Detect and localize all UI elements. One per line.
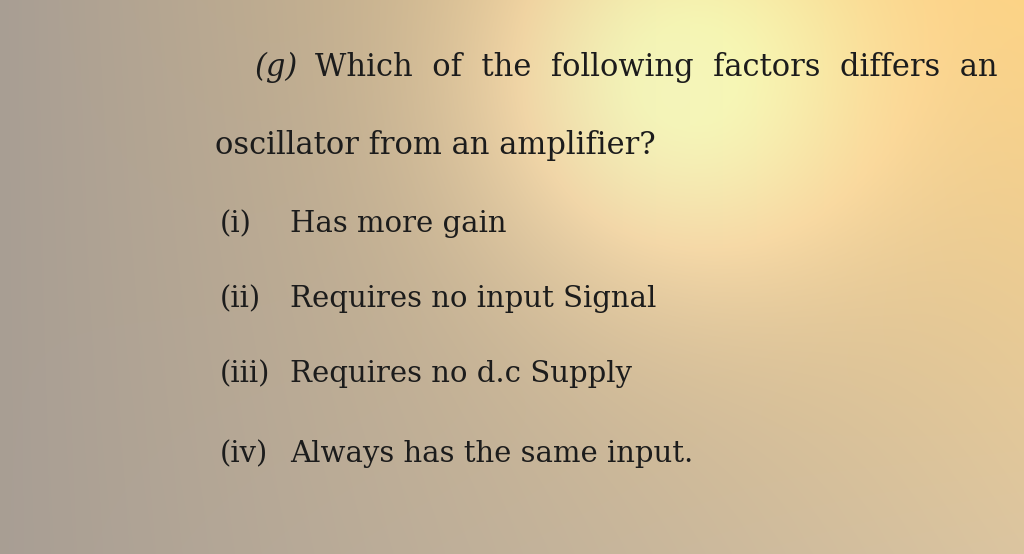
Text: Has more gain: Has more gain bbox=[290, 210, 507, 238]
Text: Which  of  the  following  factors  differs  an: Which of the following factors differs a… bbox=[315, 52, 997, 83]
Text: Requires no input Signal: Requires no input Signal bbox=[290, 285, 656, 313]
Text: Always has the same input.: Always has the same input. bbox=[290, 440, 693, 468]
Text: (ii): (ii) bbox=[220, 285, 261, 313]
Text: (g): (g) bbox=[255, 52, 298, 83]
Text: (iii): (iii) bbox=[220, 360, 270, 388]
Text: (iv): (iv) bbox=[220, 440, 268, 468]
Text: (i): (i) bbox=[220, 210, 252, 238]
Text: Requires no d.c Supply: Requires no d.c Supply bbox=[290, 360, 632, 388]
Text: oscillator from an amplifier?: oscillator from an amplifier? bbox=[215, 130, 655, 161]
